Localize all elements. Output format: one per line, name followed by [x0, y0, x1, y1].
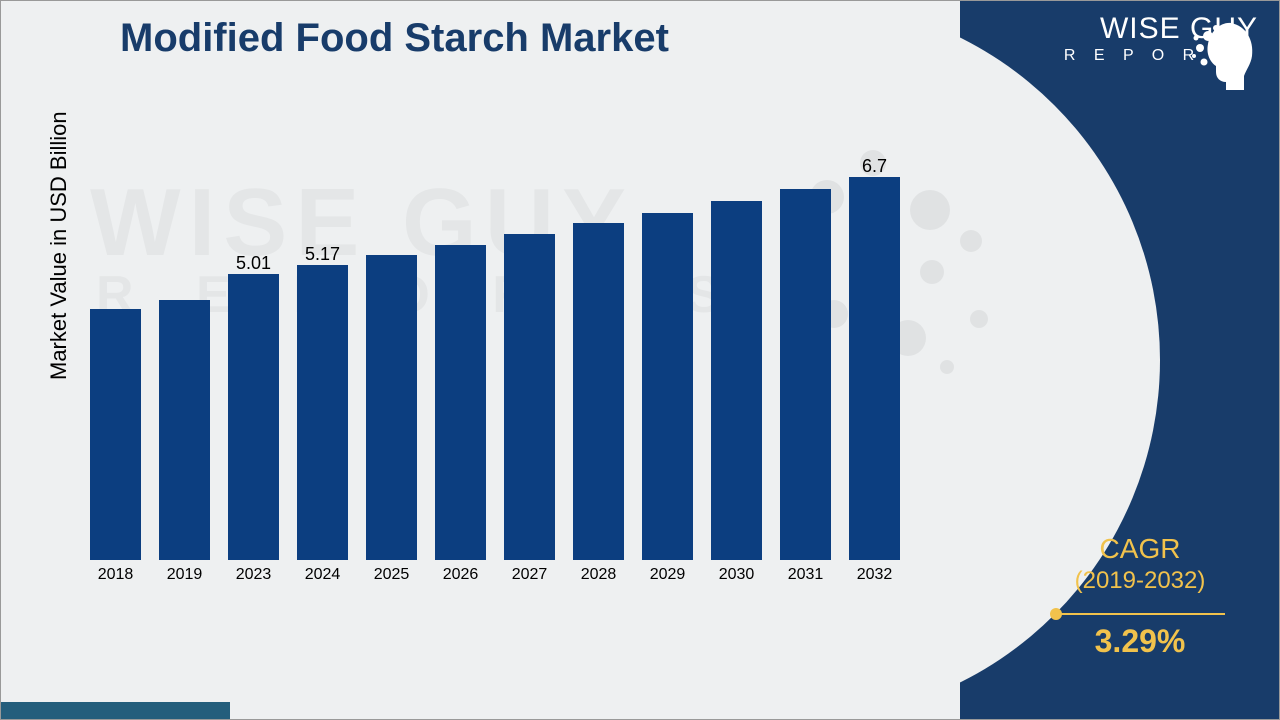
bar	[711, 201, 762, 560]
cagr-block: CAGR (2019-2032) 3.29%	[1040, 533, 1240, 660]
bar	[849, 177, 900, 560]
cagr-title: CAGR	[1040, 533, 1240, 565]
x-tick-label: 2030	[711, 566, 762, 584]
bar-chart: 5.01 5.17 6.7	[90, 160, 900, 560]
x-tick-label: 2024	[297, 566, 348, 584]
bar-wrap	[642, 213, 693, 560]
bar-wrap: 5.17	[297, 265, 348, 560]
x-tick-label: 2028	[573, 566, 624, 584]
bar	[228, 274, 279, 560]
x-tick-label: 2032	[849, 566, 900, 584]
x-tick-label: 2031	[780, 566, 831, 584]
bar	[642, 213, 693, 560]
bar	[297, 265, 348, 560]
brand-head-icon	[1186, 18, 1256, 98]
x-tick-label: 2019	[159, 566, 210, 584]
bar-value-label: 5.01	[228, 253, 279, 274]
bar-wrap: 6.7	[849, 177, 900, 560]
bar-wrap	[780, 189, 831, 560]
x-tick-label: 2027	[504, 566, 555, 584]
x-tick-label: 2025	[366, 566, 417, 584]
cagr-period: (2019-2032)	[1040, 567, 1240, 595]
chart-title: Modified Food Starch Market	[120, 16, 669, 61]
x-tick-label: 2026	[435, 566, 486, 584]
bar	[504, 234, 555, 560]
bar	[366, 255, 417, 560]
x-tick-label: 2023	[228, 566, 279, 584]
bar	[573, 223, 624, 560]
bar-wrap	[366, 255, 417, 560]
bar	[435, 245, 486, 560]
bar-value-label: 5.17	[297, 244, 348, 265]
bottom-strip	[0, 702, 230, 720]
x-axis-labels: 2018 2019 2023 2024 2025 2026 2027 2028 2029 2030…	[90, 566, 900, 584]
x-tick-label: 2018	[90, 566, 141, 584]
bar	[780, 189, 831, 560]
y-axis-label: Market Value in USD Billion	[46, 111, 72, 380]
x-tick-label: 2029	[642, 566, 693, 584]
chart-canvas: WISE GUY R E P O R T S Modified Food Sta…	[0, 0, 1280, 720]
bar-wrap	[435, 245, 486, 560]
bar	[90, 309, 141, 560]
bar-wrap	[504, 234, 555, 560]
bar-wrap	[711, 201, 762, 560]
cagr-divider-icon	[1055, 613, 1225, 615]
bar-wrap	[573, 223, 624, 560]
bar-wrap	[159, 300, 210, 560]
cagr-value: 3.29%	[1040, 623, 1240, 660]
bar	[159, 300, 210, 560]
bar-wrap	[90, 309, 141, 560]
bar-wrap: 5.01	[228, 274, 279, 560]
bar-value-label: 6.7	[849, 156, 900, 177]
